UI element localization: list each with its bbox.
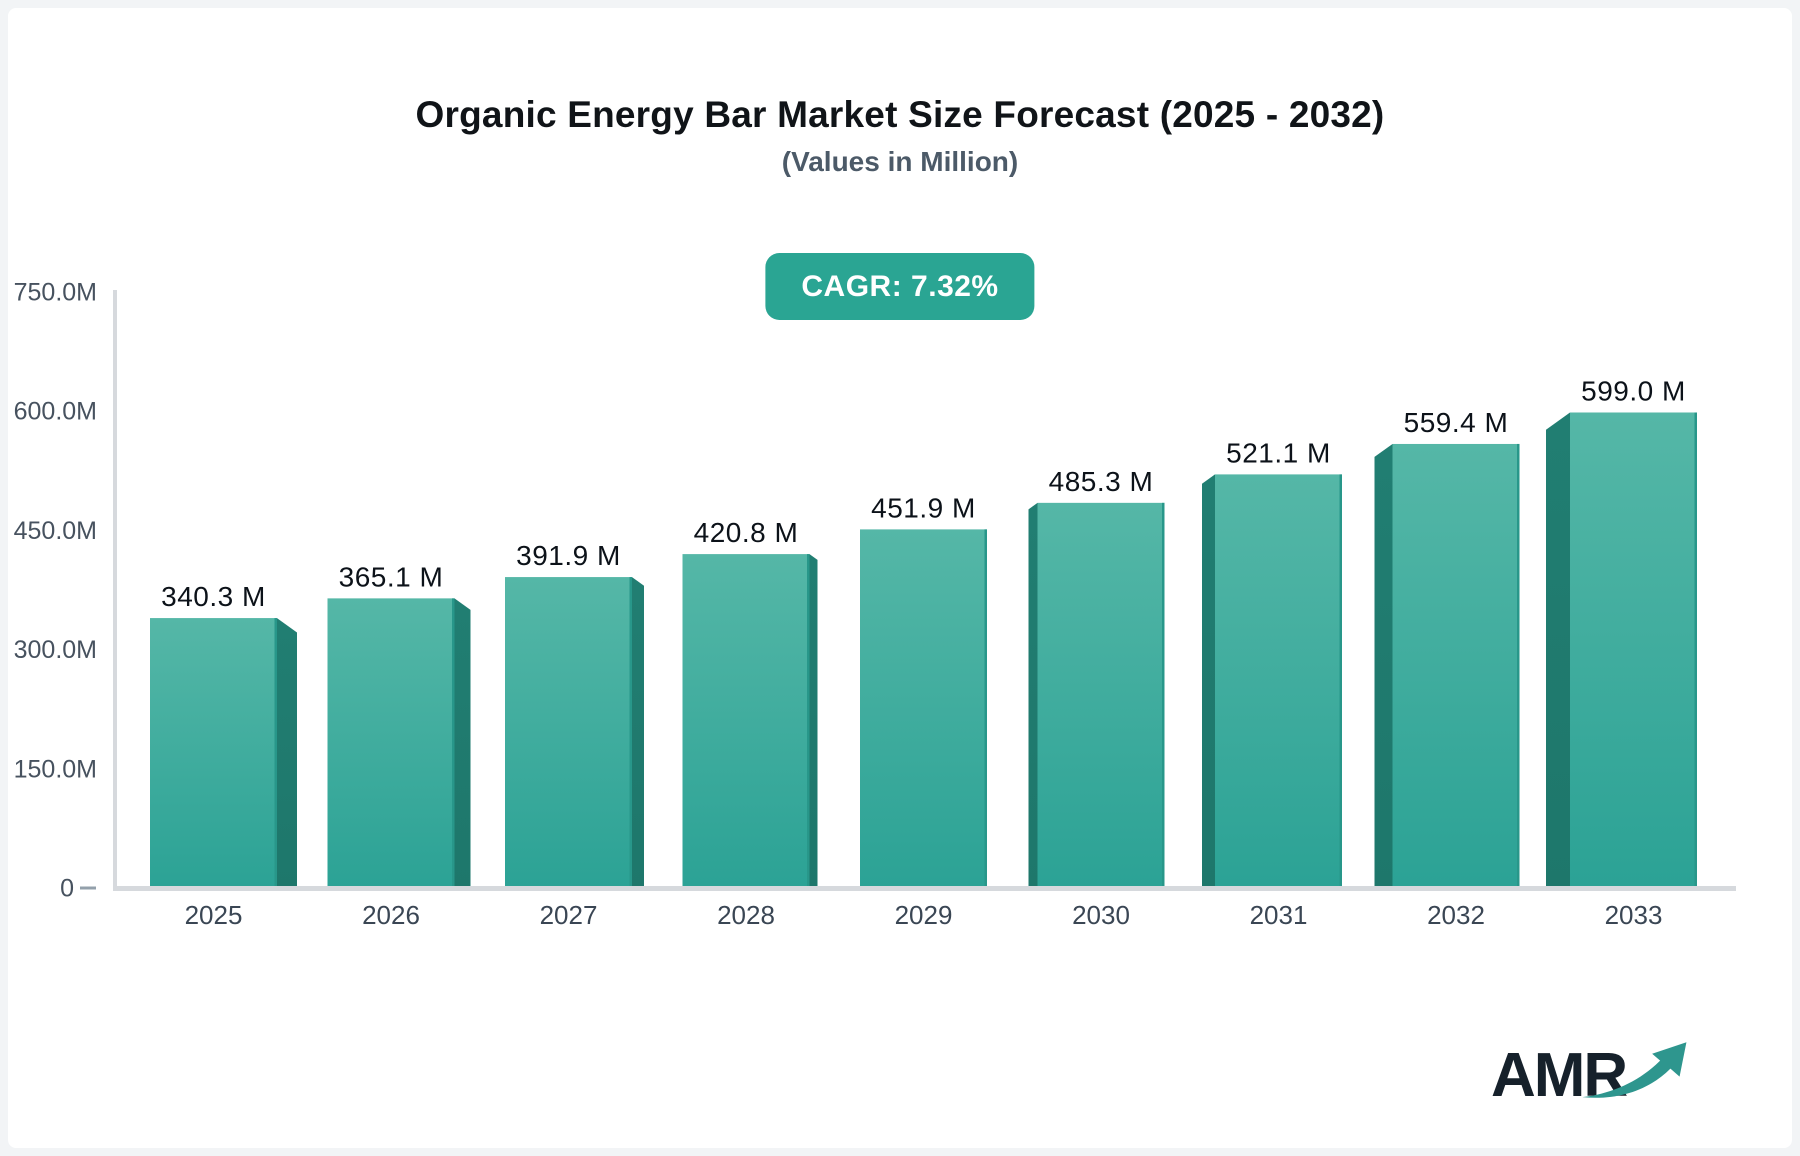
x-tick-label: 2025 [185, 900, 243, 930]
bar-2033 [1570, 412, 1697, 891]
bar-2027 [505, 577, 632, 891]
y-tick-label: 300.0M [14, 636, 97, 664]
bar-edge-2026 [452, 598, 455, 891]
bar-value-label: 599.0 M [1581, 375, 1686, 406]
y-tick-label: 750.0M [14, 279, 97, 307]
growth-arrow-icon [1582, 1042, 1687, 1098]
x-tick-label: 2031 [1250, 900, 1308, 930]
bar-value-label: 391.9 M [516, 540, 621, 571]
bar-2031 [1215, 474, 1342, 891]
bar-edge-2031 [1339, 474, 1342, 891]
bar-2030 [1037, 502, 1165, 891]
bar-side-2030 [1028, 502, 1038, 891]
bar-value-label: 451.9 M [871, 492, 976, 523]
y-tick-label: 0 [60, 875, 74, 903]
chart-title: Organic Energy Bar Market Size Forecast … [415, 94, 1385, 135]
bar-value-label: 420.8 M [694, 517, 799, 548]
chart-subtitle: (Values in Million) [781, 146, 1019, 177]
y-tick-label: 150.0M [14, 755, 97, 783]
x-tick-label: 2029 [895, 900, 953, 930]
bar-value-label: 365.1 M [339, 561, 444, 592]
bar-edge-2032 [1517, 443, 1520, 891]
amr-logo: AMR [1491, 1036, 1706, 1108]
bar-side-2033 [1546, 412, 1570, 891]
bar-side-2032 [1374, 443, 1393, 891]
y-axis-line [113, 290, 117, 889]
bar-edge-2033 [1694, 412, 1697, 891]
x-tick-label: 2033 [1605, 900, 1663, 930]
zero-tick-mark [80, 886, 96, 890]
bar-side-2031 [1202, 474, 1215, 891]
bar-value-label: 521.1 M [1226, 437, 1331, 468]
bar-side-2028 [809, 554, 818, 891]
bar-value-label: 340.3 M [161, 581, 266, 612]
x-tick-label: 2027 [540, 900, 598, 930]
bar-value-label: 559.4 M [1404, 407, 1509, 438]
bar-side-2025 [277, 618, 297, 891]
bar-side-2026 [454, 598, 471, 891]
bar-side-2027 [632, 577, 644, 891]
x-tick-label: 2028 [717, 900, 775, 930]
cagr-badge: CAGR: 7.32% [765, 253, 1035, 320]
bar-2026 [327, 598, 455, 891]
bar-2028 [682, 554, 810, 891]
bar-2029 [860, 529, 987, 891]
y-tick-label: 450.0M [14, 517, 97, 545]
x-tick-label: 2032 [1427, 900, 1485, 930]
x-tick-label: 2030 [1072, 900, 1130, 930]
x-axis-line [113, 886, 1736, 891]
bar-edge-2027 [629, 577, 632, 891]
bar-value-label: 485.3 M [1049, 466, 1154, 497]
bar-2032 [1392, 443, 1520, 891]
x-tick-label: 2026 [362, 900, 420, 930]
bar-2025 [150, 618, 277, 891]
y-tick-label: 600.0M [14, 398, 97, 426]
bar-edge-2029 [984, 529, 987, 891]
bar-edge-2025 [274, 618, 277, 891]
bar-edge-2028 [807, 554, 810, 891]
bar-edge-2030 [1162, 502, 1165, 891]
